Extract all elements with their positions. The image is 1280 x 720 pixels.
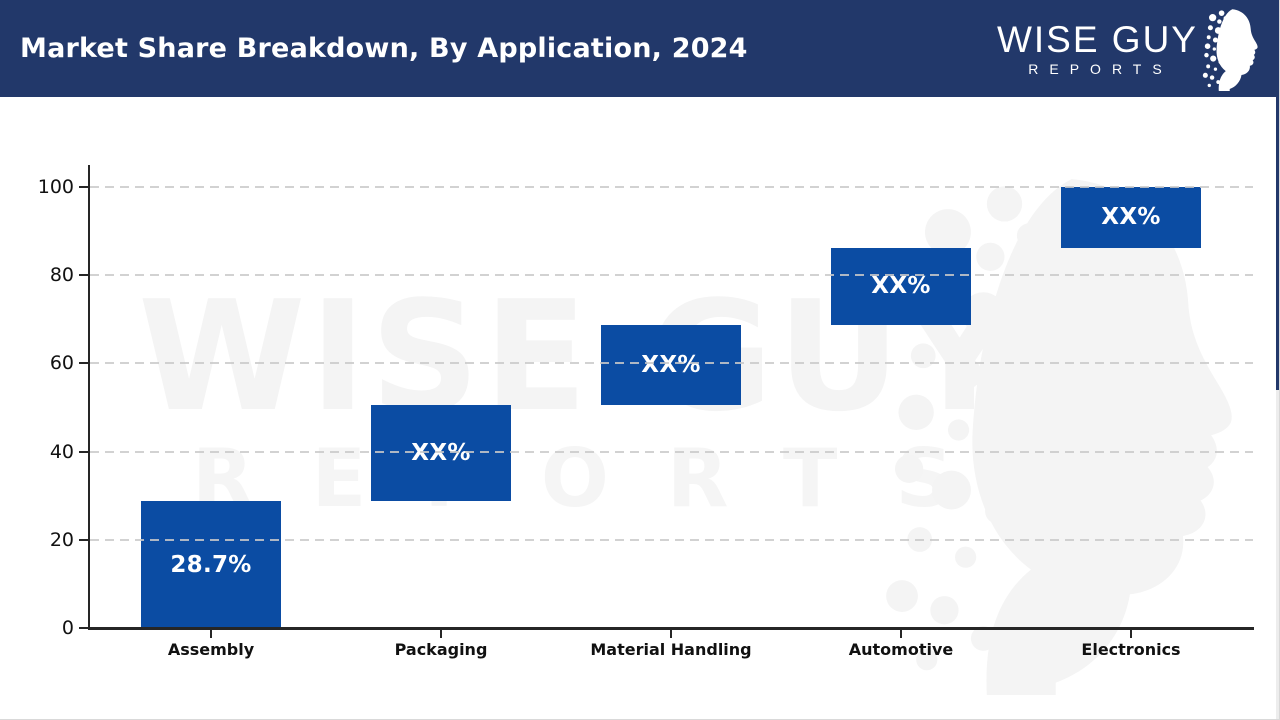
scrollbar-track[interactable] — [1276, 97, 1279, 719]
gridline — [90, 186, 1253, 188]
brand-logo: WISE GUY REPORTS — [997, 0, 1266, 97]
y-tick-label: 80 — [49, 264, 74, 287]
x-tick-label: Automotive — [848, 640, 954, 659]
y-tick-mark — [79, 627, 88, 629]
x-tick-label: Assembly — [167, 640, 255, 659]
gridline — [90, 362, 1253, 365]
header-bar: Market Share Breakdown, By Application, … — [0, 0, 1279, 97]
watermark-face-icon — [886, 179, 1232, 695]
x-tick-label: Packaging — [394, 640, 488, 659]
bar-value-label: XX% — [871, 273, 931, 300]
y-tick-label: 40 — [49, 440, 74, 463]
brand-logo-face-icon — [1202, 8, 1258, 91]
bar-electronics: XX% — [1061, 187, 1201, 248]
y-axis-spine — [88, 165, 90, 629]
watermark-text-reports: REPORTS — [192, 432, 1012, 525]
y-tick-label: 100 — [37, 176, 74, 198]
x-tick-label: Material Handling — [590, 640, 752, 659]
x-tick-label: Electronics — [1081, 640, 1181, 659]
x-tick-mark — [1130, 630, 1132, 638]
x-tick-mark — [670, 630, 672, 638]
bar-value-label: XX% — [641, 352, 701, 379]
brand-logo-text: WISE GUY REPORTS — [996, 18, 1198, 77]
y-tick-mark — [79, 274, 88, 277]
gridline — [90, 274, 1253, 277]
x-tick-mark — [210, 630, 212, 638]
gridline — [90, 450, 1253, 453]
y-tick-label: 60 — [49, 352, 74, 375]
bar-packaging: XX% — [371, 405, 511, 502]
bar-value-label: XX% — [1101, 204, 1161, 231]
y-tick-mark — [79, 450, 88, 453]
y-tick-mark — [79, 538, 88, 541]
x-tick-mark — [440, 630, 442, 638]
page-title: Market Share Breakdown, By Application, … — [20, 33, 748, 64]
bar-value-label: 28.7% — [170, 551, 252, 578]
x-tick-mark — [900, 630, 902, 638]
x-axis-spine — [88, 627, 1254, 630]
brand-logo-line2: REPORTS — [1028, 60, 1173, 77]
y-tick-mark — [79, 186, 88, 188]
bar-automotive: XX% — [831, 247, 971, 326]
bar-material-handling: XX% — [601, 325, 741, 406]
y-tick-mark — [79, 362, 88, 365]
scrollbar-thumb[interactable] — [1276, 97, 1279, 390]
gridline — [90, 538, 1253, 541]
brand-logo-line1: WISE GUY — [996, 18, 1198, 60]
bar-value-label: XX% — [411, 440, 471, 467]
y-tick-label: 20 — [49, 528, 74, 551]
bar-assembly: 28.7% — [141, 501, 281, 628]
y-tick-label: 0 — [61, 617, 74, 639]
